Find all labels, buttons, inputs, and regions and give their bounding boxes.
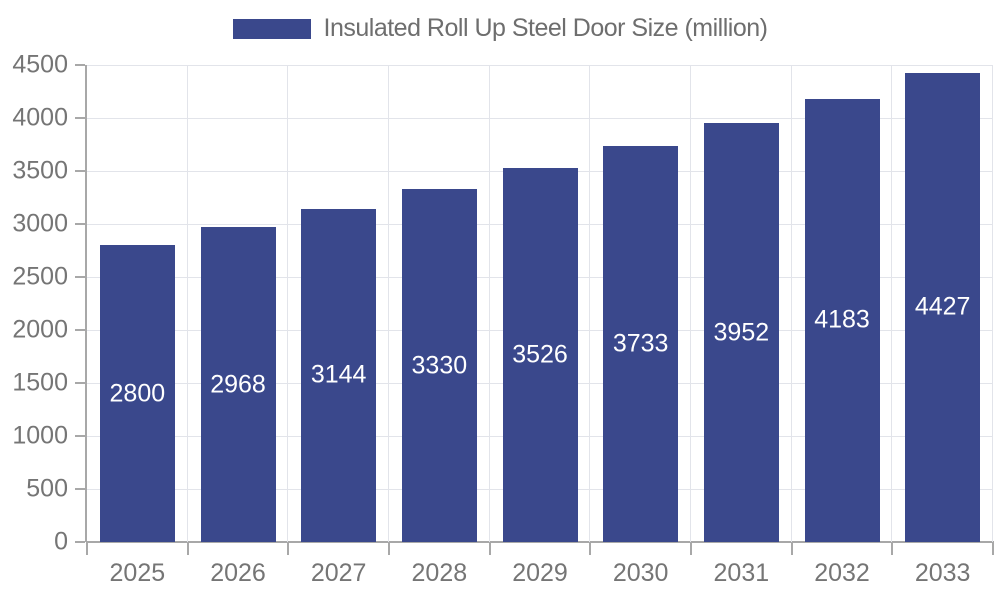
y-axis-tick-label: 3500 <box>12 156 68 185</box>
x-axis-tick <box>86 542 88 555</box>
gridline-horizontal <box>87 118 993 119</box>
y-axis-tick-label: 2500 <box>12 262 68 291</box>
y-axis-tick-label: 3000 <box>12 209 68 238</box>
x-axis-tick-label: 2030 <box>612 559 669 587</box>
y-axis-tick <box>75 329 85 331</box>
gridline-vertical <box>186 65 188 542</box>
x-axis-tick <box>287 542 290 555</box>
x-axis-line <box>87 541 994 543</box>
bar-2026[interactable] <box>200 227 276 542</box>
gridline-vertical <box>287 65 289 542</box>
bar-2027[interactable] <box>301 208 377 542</box>
y-axis-tick-label: 0 <box>54 527 68 556</box>
x-axis-tick-label: 2029 <box>512 559 568 587</box>
gridline-vertical <box>690 65 691 542</box>
y-axis-tick <box>75 276 85 278</box>
y-axis-tick-label: 4500 <box>12 50 68 79</box>
y-axis-tick <box>75 435 85 437</box>
bar-2033[interactable] <box>905 72 981 542</box>
legend-label: Insulated Roll Up Steel Door Size (milli… <box>323 14 768 42</box>
plot-area: 2800 2968 3144 3330 3526 3733 3952 4183 4427 <box>87 65 993 542</box>
y-axis-tick-label: 1500 <box>12 368 68 397</box>
bar-2025[interactable] <box>99 245 175 542</box>
y-axis-tick-label: 1000 <box>12 421 68 450</box>
gridline-vertical <box>992 65 993 542</box>
y-axis-tick <box>75 170 85 172</box>
y-axis-line <box>85 65 87 542</box>
y-axis-tick <box>75 223 85 225</box>
x-axis-tick-label: 2031 <box>713 559 770 587</box>
gridline-horizontal <box>87 65 993 66</box>
legend-item[interactable]: Insulated Roll Up Steel Door Size (milli… <box>0 14 1000 43</box>
bar-2028[interactable] <box>401 189 477 542</box>
x-axis-tick-label: 2032 <box>814 559 870 587</box>
x-axis-tick <box>790 542 793 555</box>
x-axis-tick-label: 2026 <box>210 559 266 587</box>
bar-2029[interactable] <box>502 168 578 542</box>
x-axis-tick-label: 2028 <box>411 559 468 587</box>
gridline-vertical <box>488 65 490 542</box>
x-axis-tick <box>186 542 189 555</box>
y-axis-tick-label: 2000 <box>12 315 68 344</box>
x-axis-tick <box>690 542 692 555</box>
gridline-vertical <box>589 65 591 542</box>
y-axis-tick-label: 4000 <box>12 103 68 132</box>
x-axis-tick <box>388 542 390 555</box>
bar-2031[interactable] <box>703 123 779 542</box>
y-axis-tick <box>75 382 85 384</box>
y-axis-tick <box>75 541 85 543</box>
gridline-vertical <box>388 65 389 542</box>
x-axis-tick <box>488 542 491 555</box>
x-axis-tick-label: 2033 <box>914 559 971 587</box>
bar-2030[interactable] <box>603 146 679 542</box>
gridline-vertical <box>790 65 792 542</box>
x-axis-tick <box>589 542 592 555</box>
x-axis-tick-label: 2025 <box>109 559 166 587</box>
bar-2032[interactable] <box>804 98 880 542</box>
y-axis-tick <box>75 64 85 66</box>
y-axis-tick <box>75 117 85 119</box>
y-axis-tick-label: 500 <box>26 474 68 503</box>
x-axis-tick <box>891 542 894 555</box>
legend-swatch <box>232 18 311 39</box>
gridline-vertical <box>891 65 893 542</box>
x-axis-tick-label: 2027 <box>310 559 367 587</box>
y-axis-tick <box>75 488 85 490</box>
x-axis-tick <box>992 542 994 555</box>
